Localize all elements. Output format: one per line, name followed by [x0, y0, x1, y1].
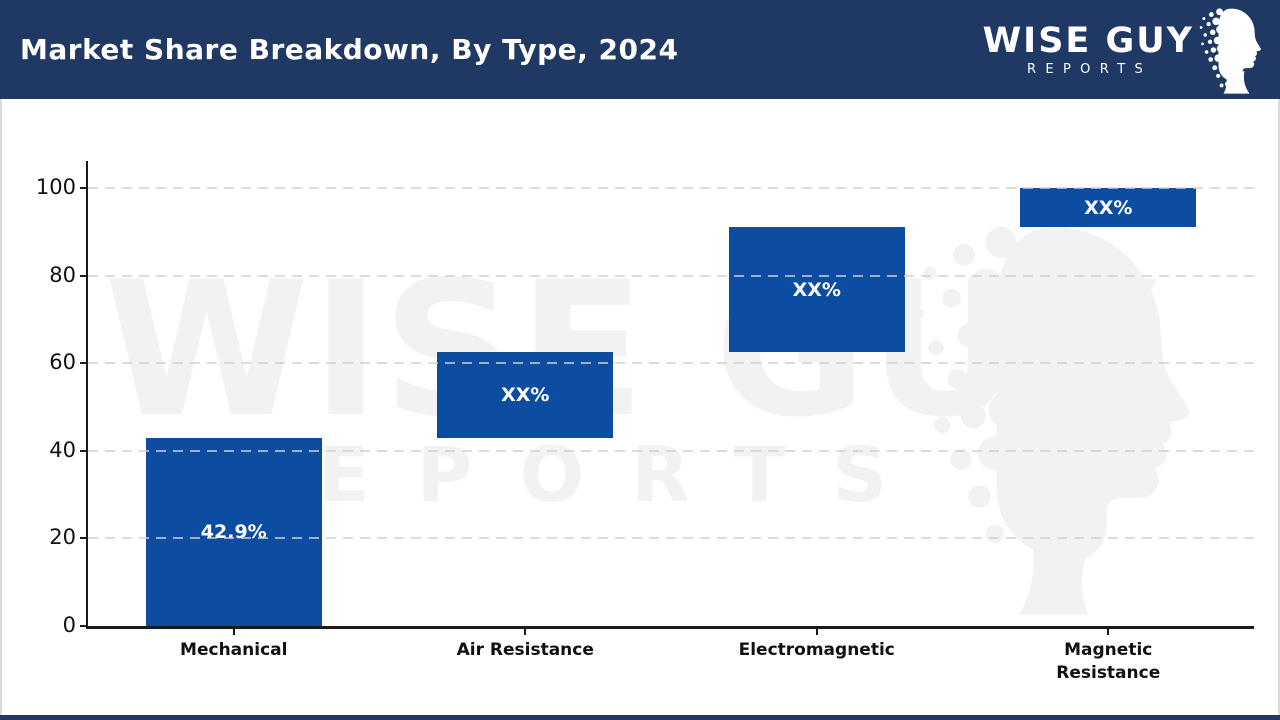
header: Market Share Breakdown, By Type, 2024 WI…	[0, 0, 1280, 99]
logo-brand-name: WISE GUY	[982, 20, 1194, 61]
bar-segment: XX%	[728, 227, 905, 353]
y-tickmark	[80, 187, 88, 189]
y-tick-label: 20	[49, 525, 76, 550]
wiseguy-face-logo-icon	[1199, 7, 1261, 94]
logo-brand-subtext: REPORTS	[1027, 61, 1153, 77]
page-title: Market Share Breakdown, By Type, 2024	[20, 33, 679, 66]
y-tickmark	[80, 274, 88, 277]
x-category-label: Air Resistance	[456, 640, 594, 660]
x-tickmark	[232, 627, 235, 635]
footer-accent-bar	[0, 715, 1280, 720]
gridline	[88, 537, 1254, 540]
y-tickmark	[80, 449, 88, 452]
y-tick-label: 100	[35, 175, 76, 199]
logo-wordmark: WISE GUY REPORTS	[982, 20, 1194, 77]
bar-value-label: XX%	[792, 278, 841, 301]
gridline	[88, 362, 1254, 365]
y-axis-line	[86, 161, 88, 628]
x-axis-line	[86, 626, 1254, 629]
chart-area: WISE GUY REPORTS 42.9% XX% XX% XX% 0 20 40 60 80…	[0, 99, 1280, 715]
y-tick-label: 0	[62, 613, 76, 637]
bar-segment: XX%	[1020, 188, 1197, 228]
watermark-subtext: REPORTS	[212, 430, 935, 519]
y-tick-label: 40	[49, 437, 76, 462]
bar-segment: XX%	[437, 352, 614, 439]
y-tickmark	[80, 362, 88, 365]
bar-segment: 42.9%	[145, 438, 322, 626]
y-tickmark	[80, 537, 88, 540]
y-tick-label: 80	[49, 262, 76, 287]
bar-value-label: XX%	[501, 384, 550, 407]
gridline	[88, 274, 1254, 277]
x-category-label: Magnetic Resistance	[1056, 640, 1161, 683]
y-tick-label: 60	[49, 350, 76, 375]
x-category-label: Electromagnetic	[738, 640, 895, 660]
gridline	[88, 449, 1254, 452]
gridline	[88, 187, 1254, 189]
x-tickmark	[1107, 627, 1110, 635]
bar-value-label: XX%	[1084, 196, 1133, 219]
x-tickmark	[815, 627, 818, 635]
x-tickmark	[524, 627, 527, 635]
wiseguy-logo: WISE GUY REPORTS	[983, 5, 1266, 95]
x-category-label: Mechanical	[180, 640, 288, 660]
bar-value-label: 42.9%	[200, 521, 267, 544]
y-tickmark	[80, 625, 88, 627]
